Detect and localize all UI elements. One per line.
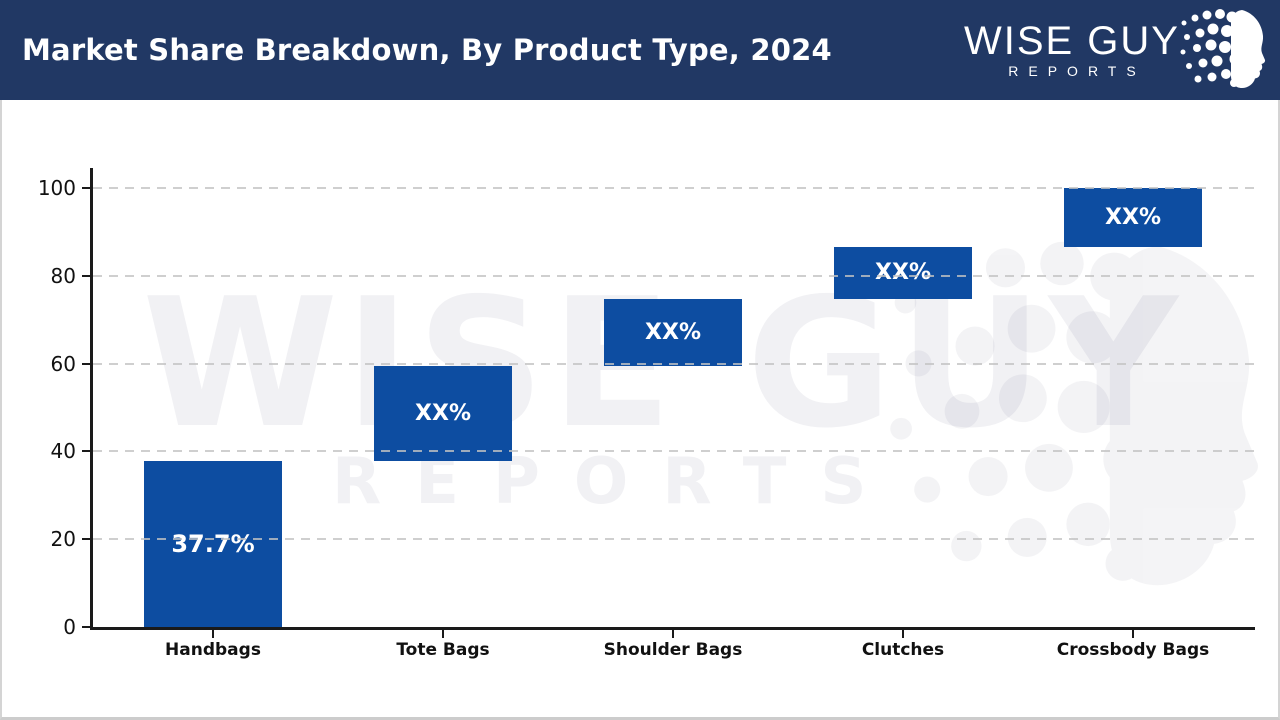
wise-guy-reports-logo: WISE GUY REPORTS xyxy=(964,7,1280,93)
bar-shoulder-bags: XX% xyxy=(604,298,742,367)
category-label-3: Clutches xyxy=(861,640,945,660)
y-tick-60 xyxy=(82,362,90,365)
logo-subtitle: REPORTS xyxy=(1008,63,1146,79)
x-tick-3 xyxy=(902,630,904,638)
category-label-0: Handbags xyxy=(165,640,261,660)
gridline-20 xyxy=(93,538,1255,541)
category-label-2: Shoulder Bags xyxy=(603,640,743,660)
x-axis-spine xyxy=(90,627,1255,630)
x-tick-4 xyxy=(1132,630,1134,638)
y-tick-100 xyxy=(82,187,90,189)
bar-handbags: 37.7% xyxy=(144,461,282,627)
y-tick-label-20: 20 xyxy=(50,527,76,552)
y-tick-label-100: 100 xyxy=(37,176,76,200)
bar-tote-bags: XX% xyxy=(374,366,512,462)
header-banner: Market Share Breakdown, By Product Type,… xyxy=(0,0,1280,100)
category-label-4: Crossbody Bags xyxy=(1056,640,1210,660)
x-tick-1 xyxy=(442,630,444,638)
logo-wordmark: WISE GUY xyxy=(963,19,1180,63)
y-tick-40 xyxy=(82,450,90,453)
y-tick-80 xyxy=(82,274,90,277)
bar-value-label: XX% xyxy=(875,260,931,286)
x-tick-0 xyxy=(212,630,214,638)
logo-head-dots-icon xyxy=(1180,9,1266,89)
gridline-40 xyxy=(93,450,1255,453)
y-tick-20 xyxy=(82,538,90,541)
x-tick-2 xyxy=(672,630,674,638)
chart-title: Market Share Breakdown, By Product Type,… xyxy=(22,33,832,67)
bar-value-label: XX% xyxy=(415,401,471,427)
y-tick-label-80: 80 xyxy=(50,263,76,288)
bar-value-label: XX% xyxy=(1105,204,1161,230)
y-axis-spine xyxy=(90,168,93,630)
bar-value-label: 37.7% xyxy=(171,530,255,559)
gridline-80 xyxy=(93,274,1255,277)
y-tick-label-40: 40 xyxy=(50,439,76,464)
category-label-1: Tote Bags xyxy=(396,640,490,660)
watermark-head-dots xyxy=(890,241,1258,586)
gridline-100 xyxy=(93,187,1255,189)
bar-clutches: XX% xyxy=(834,246,972,299)
gridline-60 xyxy=(93,362,1255,365)
bar-crossbody-bags: XX% xyxy=(1064,188,1202,247)
y-tick-label-60: 60 xyxy=(50,351,76,376)
logo-text: WISE GUY REPORTS xyxy=(964,21,1180,79)
y-tick-label-0: 0 xyxy=(63,615,76,639)
y-tick-0 xyxy=(82,626,90,628)
bar-value-label: XX% xyxy=(645,319,701,345)
